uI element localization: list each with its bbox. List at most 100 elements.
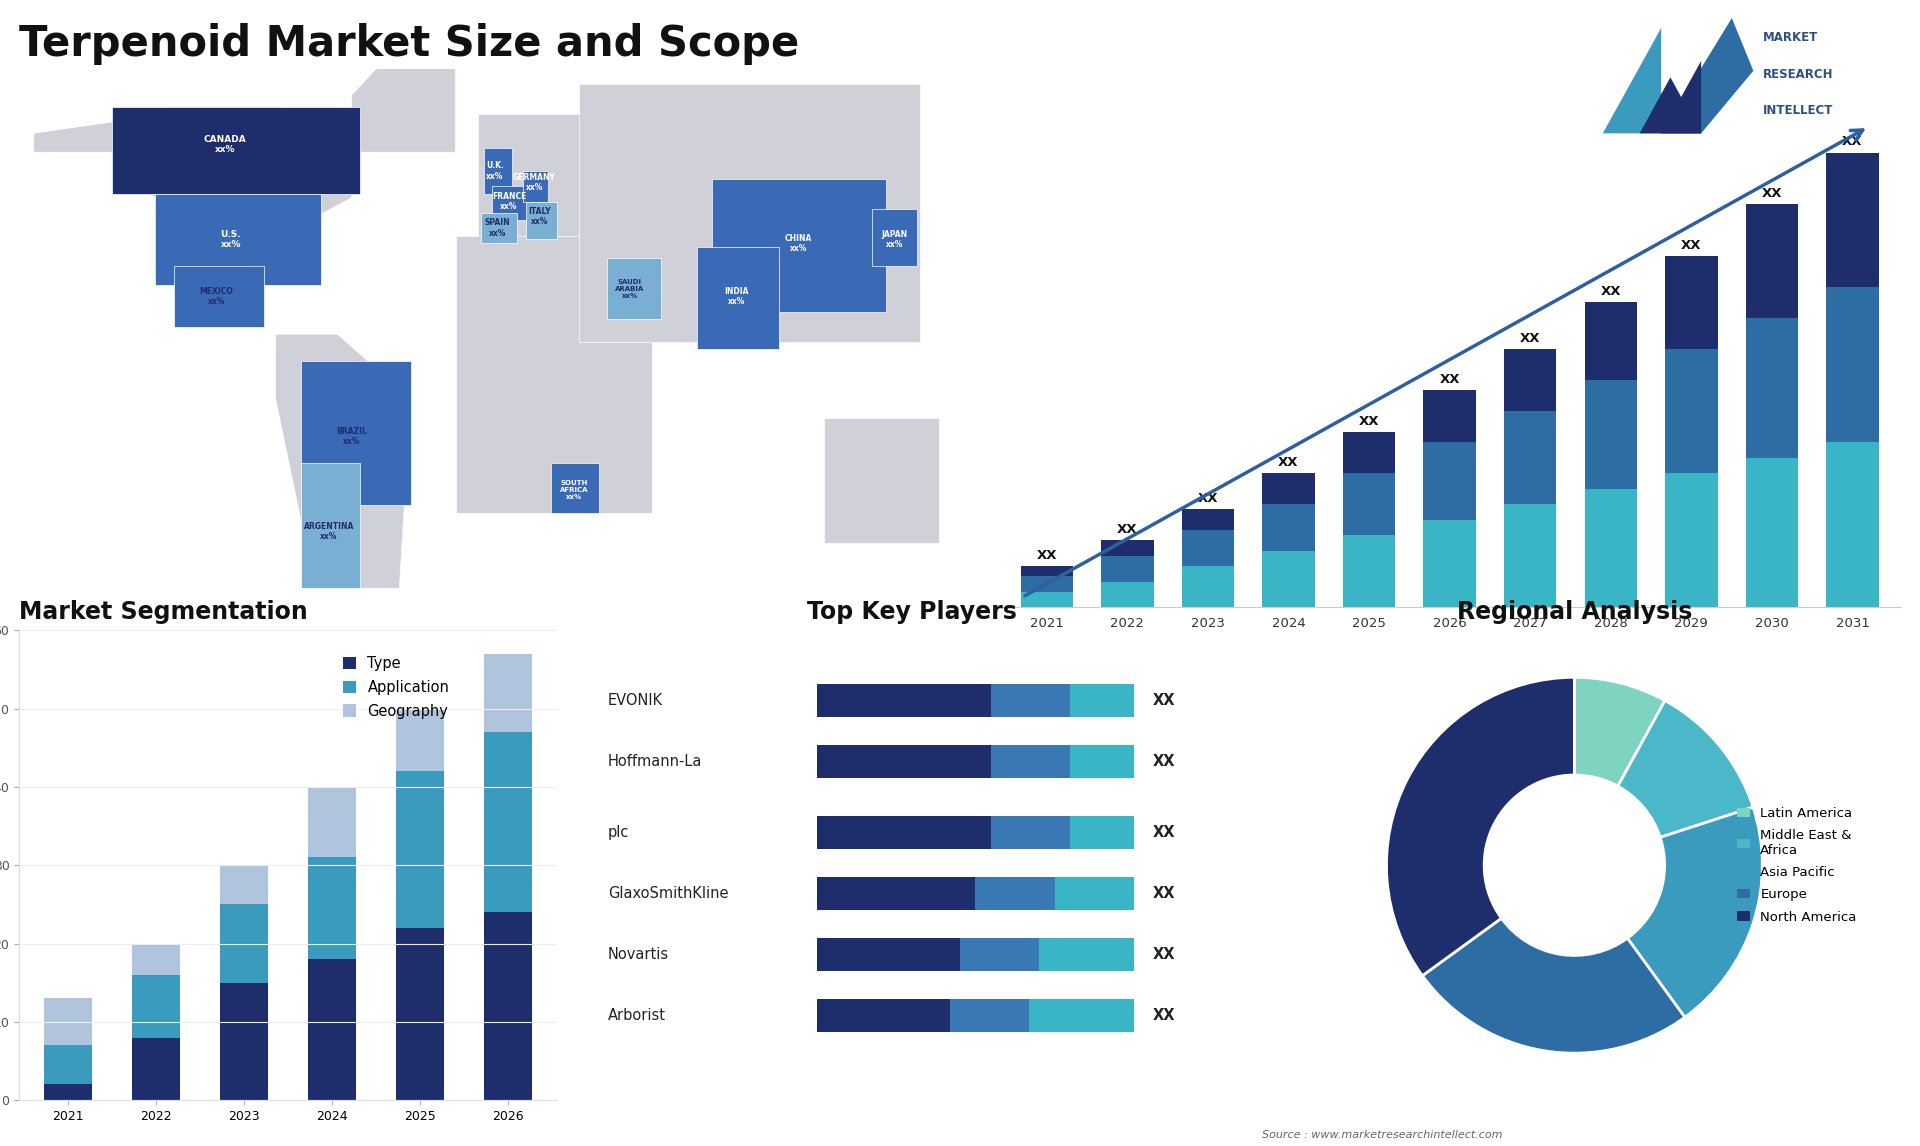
Bar [1261,550,1315,607]
Legend: Type, Application, Geography: Type, Application, Geography [338,652,453,723]
Polygon shape [492,187,528,220]
Polygon shape [580,84,920,342]
Bar [219,865,269,904]
Text: SPAIN
xx%: SPAIN xx% [486,219,511,237]
Bar [818,745,991,778]
Polygon shape [156,198,323,285]
Bar [991,684,1071,717]
Text: XX: XX [1037,549,1058,562]
Bar [1102,556,1154,581]
Text: XX: XX [1152,754,1175,769]
Bar [1826,286,1878,442]
Bar [1342,535,1396,607]
Bar [307,787,357,857]
Text: XX: XX [1521,332,1540,345]
Wedge shape [1628,807,1763,1018]
Polygon shape [478,115,624,248]
Title: Top Key Players: Top Key Players [806,601,1018,625]
Bar [1584,488,1638,607]
Bar [818,939,960,971]
Bar [975,877,1054,910]
Polygon shape [712,179,885,312]
Bar [1261,504,1315,550]
Text: Terpenoid Market Size and Scope: Terpenoid Market Size and Scope [19,23,799,65]
Bar [484,912,532,1100]
Bar [1503,411,1557,504]
Bar [1745,457,1797,607]
Text: XX: XX [1152,947,1175,961]
Bar [307,959,357,1100]
Text: XX: XX [1117,523,1137,536]
Bar [1039,939,1133,971]
Bar [818,877,975,910]
Bar [1745,204,1797,317]
Bar [219,983,269,1100]
Text: U.S.
xx%: U.S. xx% [221,229,240,249]
Text: JAPAN
xx%: JAPAN xx% [881,229,908,249]
Polygon shape [697,248,780,350]
Bar [1021,566,1073,576]
Text: ARGENTINA
xx%: ARGENTINA xx% [303,521,353,541]
Text: SAUDI
ARABIA
xx%: SAUDI ARABIA xx% [614,278,645,299]
Text: EVONIK: EVONIK [609,693,662,708]
Polygon shape [351,65,455,152]
Text: XX: XX [1152,693,1175,708]
Bar [484,732,532,912]
Title: Regional Analysis: Regional Analysis [1457,601,1692,625]
Text: SOUTH
AFRICA
xx%: SOUTH AFRICA xx% [559,480,588,500]
Bar [1745,317,1797,457]
Polygon shape [522,171,549,202]
Bar [132,975,180,1037]
Bar [1584,380,1638,488]
Bar [1054,877,1133,910]
Polygon shape [1640,78,1701,133]
Polygon shape [301,463,359,588]
Bar [132,943,180,975]
Bar [396,708,444,771]
Polygon shape [484,149,513,194]
Bar [219,904,269,983]
Bar [1342,432,1396,473]
Bar [1503,504,1557,607]
Bar [1181,566,1235,607]
Bar [1021,576,1073,591]
Bar [1423,519,1476,607]
Polygon shape [1661,18,1753,133]
Polygon shape [455,236,653,512]
Legend: Latin America, Middle East &
Africa, Asia Pacific, Europe, North America: Latin America, Middle East & Africa, Asi… [1732,801,1862,929]
Polygon shape [35,107,359,220]
Text: BRAZIL
xx%: BRAZIL xx% [336,427,367,447]
Polygon shape [1603,28,1661,133]
Text: XX: XX [1359,415,1379,427]
Text: XX: XX [1841,135,1862,149]
Text: GlaxoSmithKline: GlaxoSmithKline [609,886,728,901]
Bar [818,999,950,1033]
Bar [1102,581,1154,607]
Bar [1261,473,1315,504]
Bar [1503,350,1557,411]
Wedge shape [1574,677,1665,786]
Bar [44,998,92,1045]
Bar [991,816,1071,849]
Bar [1342,473,1396,535]
Text: XX: XX [1601,285,1620,298]
Wedge shape [1619,700,1753,838]
Text: FRANCE
xx%: FRANCE xx% [492,191,526,211]
Text: XX: XX [1152,886,1175,901]
Bar [1423,391,1476,442]
Bar [1181,509,1235,529]
Text: XX: XX [1440,374,1459,386]
Bar [960,939,1039,971]
Polygon shape [301,361,411,505]
Bar [484,653,532,732]
Polygon shape [607,258,660,319]
Bar [1665,256,1718,350]
Wedge shape [1423,918,1686,1053]
Text: XX: XX [1152,1008,1175,1023]
Polygon shape [480,213,518,243]
Bar [44,1084,92,1100]
Text: GERMANY
xx%: GERMANY xx% [513,173,555,193]
Polygon shape [872,209,918,266]
Text: Arborist: Arborist [609,1008,666,1023]
Text: INTELLECT: INTELLECT [1763,104,1834,117]
